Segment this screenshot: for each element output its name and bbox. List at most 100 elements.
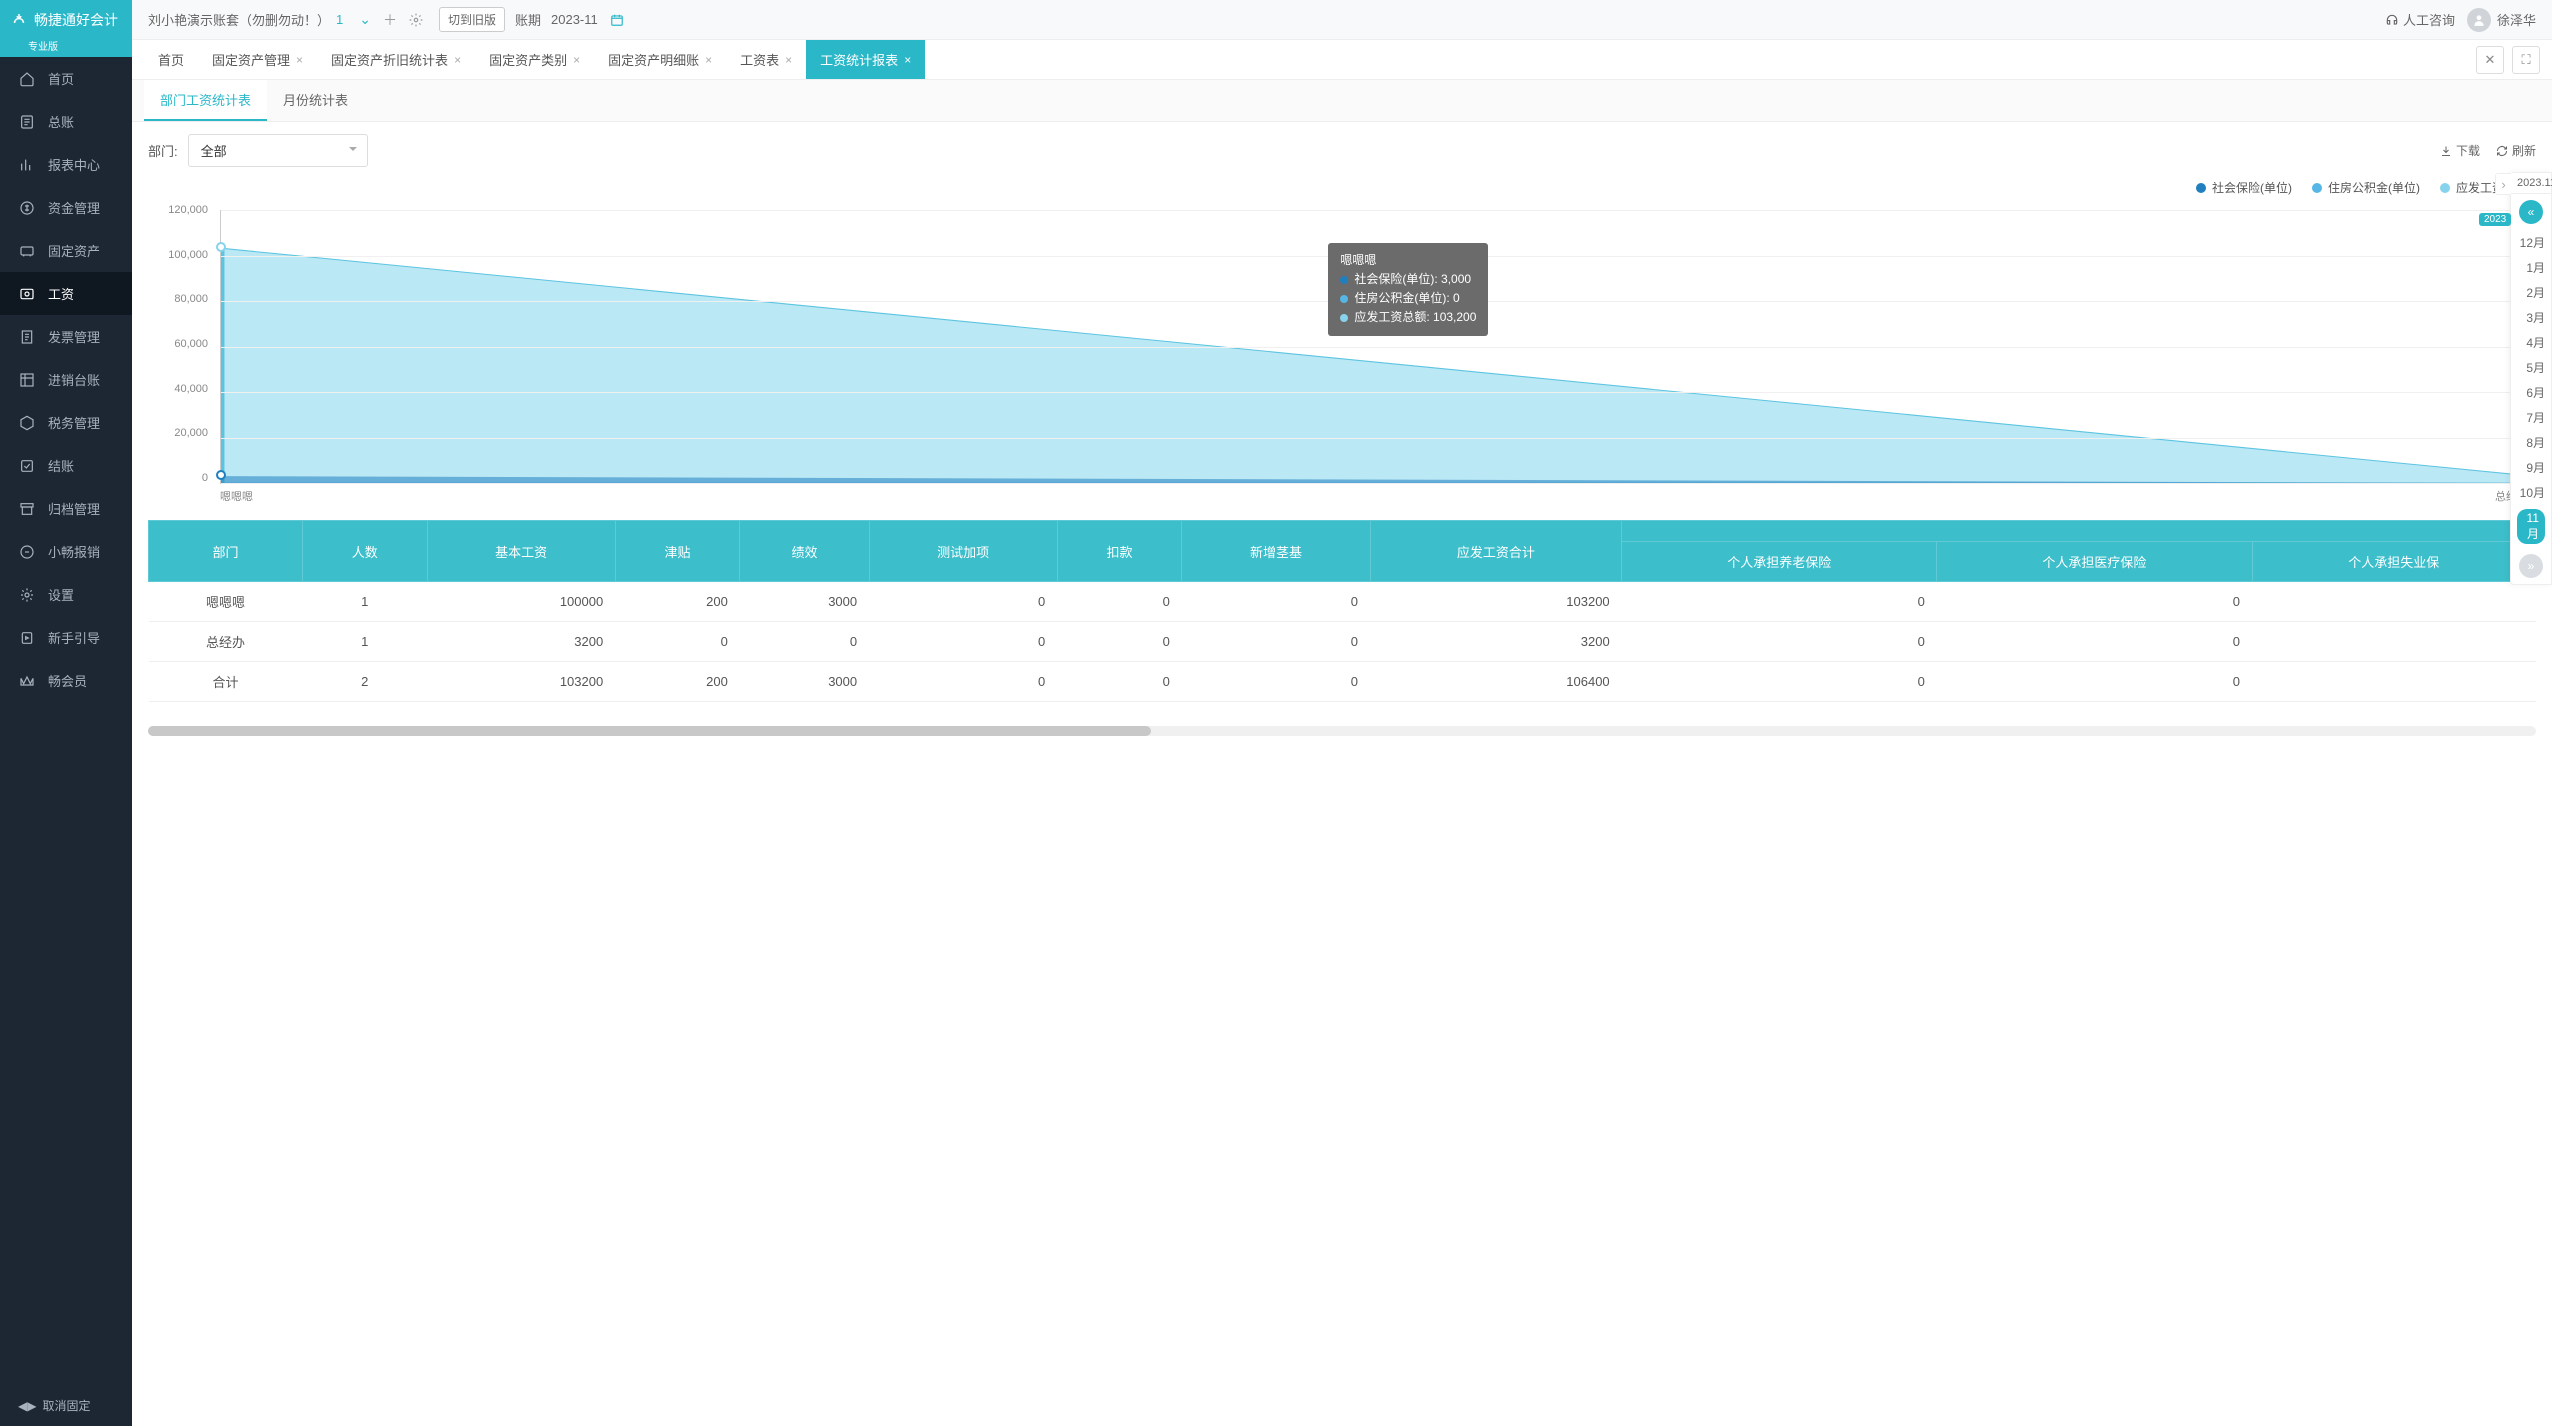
timeline-collapse-button[interactable]: ›: [2495, 173, 2511, 195]
tab-close-icon[interactable]: ×: [573, 53, 580, 67]
fullscreen-button[interactable]: ⛶: [2512, 46, 2540, 74]
tab-bar: 首页固定资产管理×固定资产折旧统计表×固定资产类别×固定资产明细账×工资表×工资…: [132, 40, 2552, 80]
timeline-month[interactable]: 7月: [2511, 405, 2551, 430]
tab-close-icon[interactable]: ×: [904, 53, 911, 67]
td: 0: [1182, 582, 1370, 622]
download-button[interactable]: 下载: [2440, 142, 2480, 159]
timeline-month[interactable]: 8月: [2511, 430, 2551, 455]
legend-item[interactable]: 住房公积金(单位): [2312, 179, 2420, 196]
tab[interactable]: 固定资产折旧统计表×: [317, 40, 475, 79]
nav-item-ledger[interactable]: 总账: [0, 100, 132, 143]
plus-icon[interactable]: ＋: [383, 10, 397, 30]
legend-item[interactable]: 社会保险(单位): [2196, 179, 2292, 196]
th: 个人承担医疗保险: [1937, 542, 2252, 582]
nav-item-stock[interactable]: 进销台账: [0, 358, 132, 401]
sub-tab[interactable]: 部门工资统计表: [144, 80, 267, 121]
chevron-down-icon[interactable]: ⌄: [359, 11, 371, 28]
nav-item-close[interactable]: 结账: [0, 444, 132, 487]
tab-close-icon[interactable]: ×: [454, 53, 461, 67]
td: 0: [1057, 662, 1182, 702]
nav-item-gear[interactable]: 设置: [0, 573, 132, 616]
tab-close-all-button[interactable]: ✕: [2476, 46, 2504, 74]
nav-item-chart[interactable]: 报表中心: [0, 143, 132, 186]
timeline-month[interactable]: 6月: [2511, 380, 2551, 405]
tab[interactable]: 固定资产管理 ×: [198, 40, 317, 79]
nav-item-archive[interactable]: 归档管理: [0, 487, 132, 530]
timeline-month[interactable]: 2月: [2511, 280, 2551, 305]
tab[interactable]: 工资统计报表×: [806, 40, 925, 79]
timeline-period: 2023.11: [2511, 173, 2551, 194]
td-dept: 嗯嗯嗯: [149, 582, 303, 622]
timeline-month[interactable]: 4月: [2511, 330, 2551, 355]
timeline-down-button[interactable]: »: [2519, 554, 2543, 578]
nav-item-label: 新手引导: [48, 628, 100, 647]
nav-item-salary[interactable]: 工资: [0, 272, 132, 315]
td: 106400: [1370, 662, 1622, 702]
refresh-label: 刷新: [2512, 142, 2536, 159]
sub-tab[interactable]: 月份统计表: [267, 80, 364, 121]
td: 0: [1057, 622, 1182, 662]
dept-select[interactable]: 全部: [188, 134, 368, 167]
nav-item-asset[interactable]: 固定资产: [0, 229, 132, 272]
nav-item-label: 资金管理: [48, 198, 100, 217]
td-count: 1: [302, 582, 427, 622]
td: 0: [1182, 662, 1370, 702]
scrollbar-thumb[interactable]: [148, 726, 1151, 736]
th: 扣款: [1057, 521, 1182, 582]
nav-item-tax[interactable]: 税务管理: [0, 401, 132, 444]
nav-item-fund[interactable]: 资金管理: [0, 186, 132, 229]
th: 绩效: [740, 521, 869, 582]
sidebar-unpin[interactable]: ◀▶ 取消固定: [0, 1385, 132, 1426]
nav-item-home[interactable]: 首页: [0, 57, 132, 100]
nav-item-vip[interactable]: 畅会员: [0, 659, 132, 702]
timeline-year-badge: 2023: [2479, 213, 2511, 226]
legend-label: 住房公积金(单位): [2328, 179, 2420, 196]
tab-close-icon[interactable]: ×: [785, 53, 792, 67]
td: 0: [1622, 582, 1937, 622]
tab-label: 固定资产管理: [212, 50, 290, 69]
nav-item-reimb[interactable]: 小畅报销: [0, 530, 132, 573]
tab[interactable]: 固定资产类别×: [475, 40, 594, 79]
tab[interactable]: 工资表×: [726, 40, 806, 79]
y-axis: 120,000100,00080,00060,00040,00020,0000: [156, 204, 216, 484]
grid-line: [221, 210, 2528, 211]
y-tick: 80,000: [156, 293, 216, 305]
y-tick: 20,000: [156, 427, 216, 439]
gear-icon[interactable]: [409, 13, 423, 27]
user-menu[interactable]: 徐泽华: [2467, 8, 2536, 32]
tab-close-icon[interactable]: ×: [705, 53, 712, 67]
td: 0: [869, 662, 1057, 702]
td: 3200: [427, 622, 615, 662]
table-wrap: 部门人数基本工资津贴绩效测试加项扣款新增茎基应发工资合计个人承担养老保险个人承担…: [132, 520, 2552, 718]
tab-label: 固定资产明细账: [608, 50, 699, 69]
consult-button[interactable]: 人工咨询: [2385, 10, 2455, 29]
chart-tooltip: 嗯嗯嗯社会保险(单位): 3,000住房公积金(单位): 0应发工资总额: 10…: [1328, 243, 1488, 336]
timeline-month[interactable]: 3月: [2511, 305, 2551, 330]
tab-close-icon[interactable]: ×: [296, 53, 303, 67]
reimb-icon: [18, 544, 36, 560]
timeline-up-button[interactable]: «: [2519, 200, 2543, 224]
table-row: 合计2103200200300000010640000: [149, 662, 2536, 702]
tax-icon: [18, 415, 36, 431]
td: 200: [615, 662, 740, 702]
timeline-month[interactable]: 12月: [2511, 230, 2551, 255]
td: 103200: [427, 662, 615, 702]
timeline-month[interactable]: 11月: [2511, 505, 2551, 548]
tooltip-row: 应发工资总额: 103,200: [1340, 308, 1476, 327]
tab[interactable]: 固定资产明细账 ×: [594, 40, 726, 79]
timeline-month[interactable]: 1月: [2511, 255, 2551, 280]
horizontal-scrollbar[interactable]: [148, 726, 2536, 736]
y-tick: 120,000: [156, 204, 216, 216]
timeline-month[interactable]: 9月: [2511, 455, 2551, 480]
tab[interactable]: 首页: [144, 40, 198, 79]
timeline-month[interactable]: 5月: [2511, 355, 2551, 380]
nav-item-guide[interactable]: 新手引导: [0, 616, 132, 659]
old-version-button[interactable]: 切到旧版: [439, 7, 505, 32]
headset-icon: [2385, 13, 2399, 27]
calendar-icon[interactable]: [610, 13, 624, 27]
chart-legend: 社会保险(单位)住房公积金(单位)应发工资总额: [156, 179, 2528, 196]
refresh-button[interactable]: 刷新: [2496, 142, 2536, 159]
nav-item-invoice[interactable]: 发票管理: [0, 315, 132, 358]
account-name: 刘小艳演示账套（勿删勿动！）: [148, 10, 330, 29]
timeline-month[interactable]: 10月: [2511, 480, 2551, 505]
